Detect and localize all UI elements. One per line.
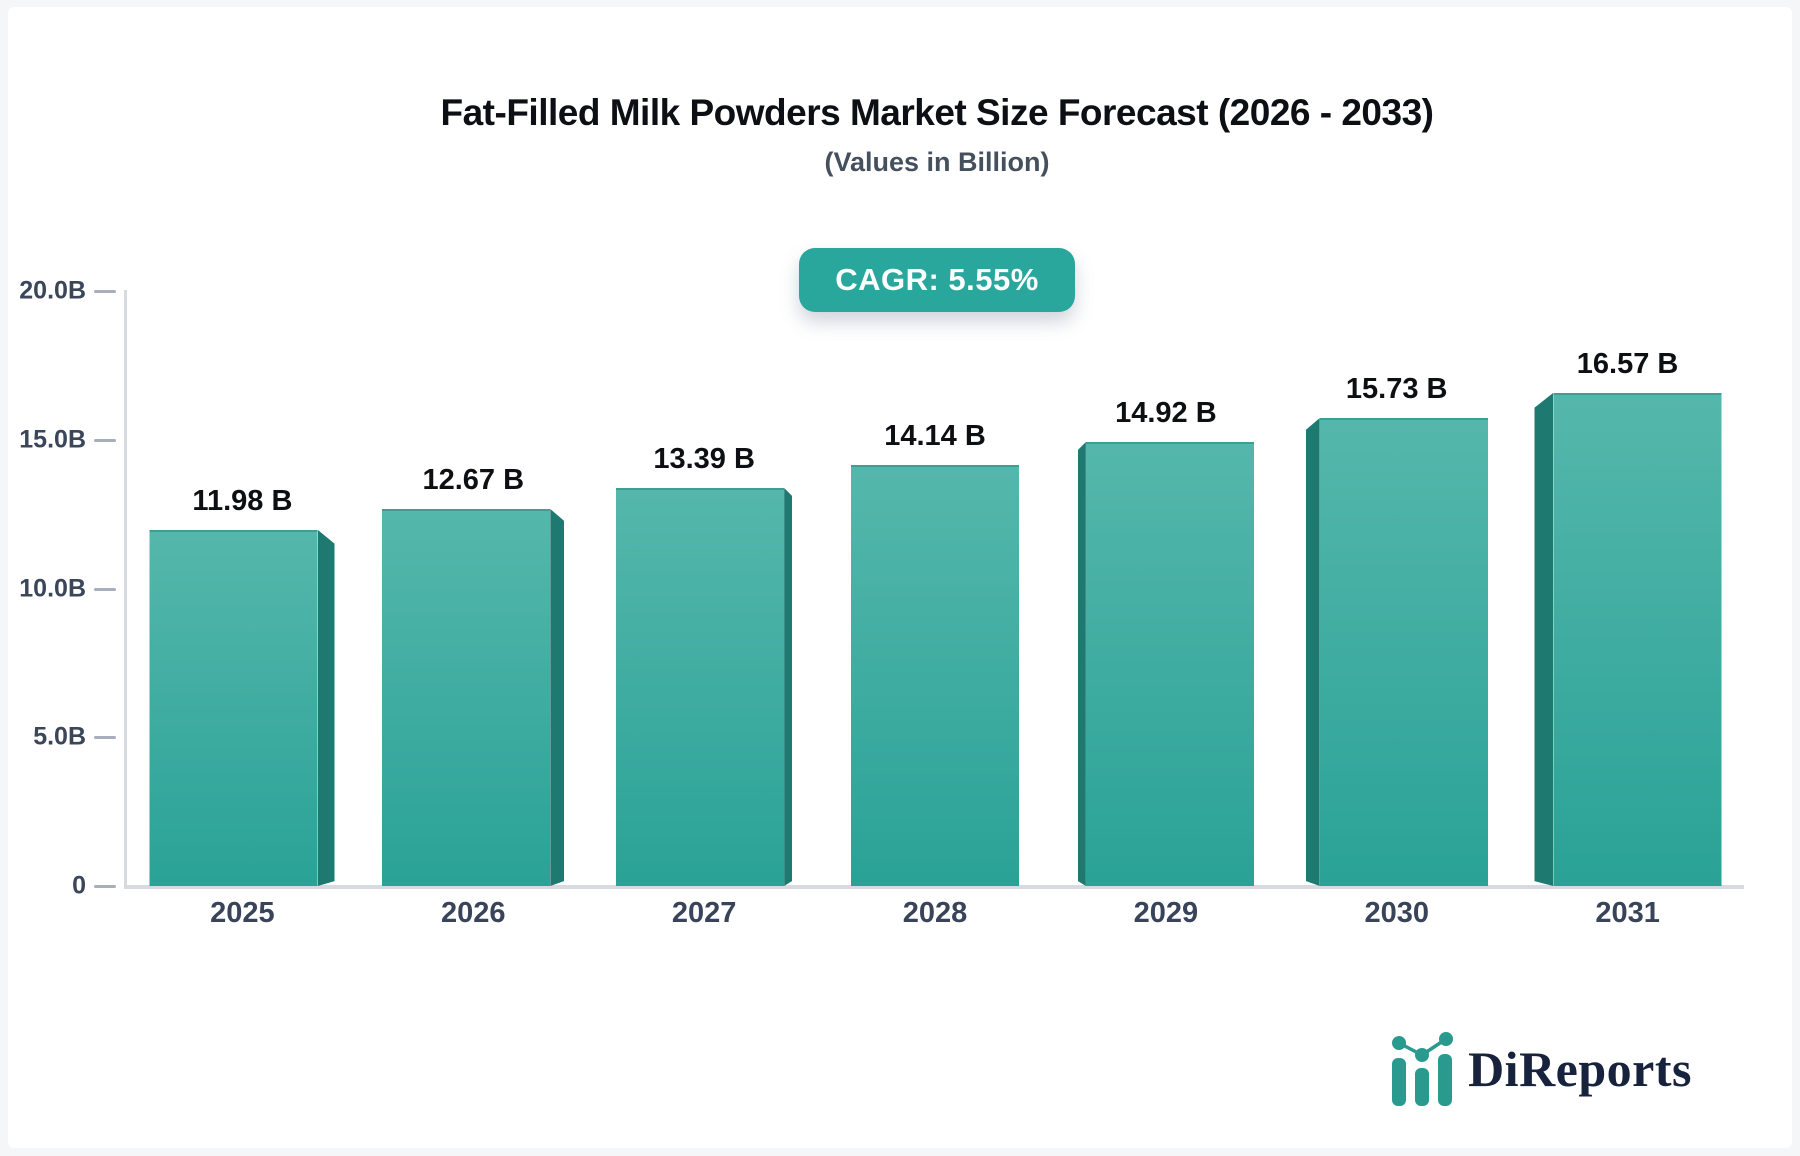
bar-value-label: 13.39 B: [653, 443, 755, 475]
plot-area: 11.98 B 12.67 B 13.39 B 14.14 B 14.92 B 15.73…: [127, 291, 1743, 886]
bar-2025: [149, 530, 335, 886]
bar-face: [851, 465, 1019, 886]
y-axis-tick-mark: [94, 587, 116, 591]
y-axis-tick-label: 15.0B: [19, 425, 86, 454]
bar-slot: 13.39 B: [589, 291, 820, 886]
bar-value-label: 15.73 B: [1345, 373, 1448, 405]
bar-side-panel: [784, 488, 792, 886]
bar-face: [1319, 418, 1488, 886]
y-axis-tick-mark: [94, 290, 116, 293]
y-axis-tick-mark: [94, 438, 116, 442]
bar-slot: 15.73 B: [1281, 291, 1512, 886]
y-axis-tick-label: 0: [72, 871, 86, 900]
bar-value-label: 14.92 B: [1115, 397, 1217, 429]
bar-slot: 12.67 B: [358, 291, 589, 886]
bar-slot: 16.57 B: [1512, 291, 1743, 886]
y-axis-tick-mark: [94, 736, 116, 740]
bar-slot: 14.92 B: [1050, 291, 1281, 886]
bar-2029: [1078, 442, 1254, 886]
chart-title: Fat-Filled Milk Powders Market Size Fore…: [440, 92, 1434, 133]
bar-value-label: 11.98 B: [192, 485, 293, 517]
bar-2027: [616, 488, 792, 886]
x-axis-label-2027: 2027: [671, 897, 737, 929]
y-axis-tick-label: 20.0B: [19, 276, 86, 305]
direports-logo: DiReports: [1390, 1030, 1692, 1108]
bar-face: [1553, 393, 1722, 886]
bar-face: [149, 530, 318, 886]
cagr-badge: CAGR: 5.55%: [799, 248, 1075, 312]
x-axis-label-2030: 2030: [1364, 897, 1429, 929]
x-axis-line: [124, 885, 1744, 889]
y-axis-line: [124, 290, 127, 888]
bar-face: [616, 488, 785, 886]
bar-value-label: 16.57 B: [1576, 348, 1679, 380]
bar-slot: 11.98 B: [127, 291, 358, 886]
bar-2031: [1534, 393, 1722, 886]
bar-side-panel: [1534, 393, 1553, 886]
x-axis-labels: 2025 2026 2027 2028 2029 2030 2031: [127, 897, 1743, 930]
x-axis-label-2029: 2029: [1133, 897, 1199, 929]
cagr-badge-band: CAGR: 5.55%: [130, 248, 1744, 312]
x-axis-label-2026: 2026: [441, 897, 506, 929]
bar-face: [1085, 442, 1254, 886]
x-axis-label-2031: 2031: [1595, 897, 1660, 929]
bar-face: [382, 509, 551, 886]
bar-2030: [1306, 418, 1488, 886]
bar-side-panel: [318, 530, 335, 886]
y-axis-tick-mark: [94, 885, 116, 888]
bar-side-panel: [1078, 442, 1086, 886]
bar-slot: 14.14 B: [820, 291, 1051, 886]
bar-value-label: 14.14 B: [884, 420, 986, 452]
x-axis-label-2028: 2028: [902, 897, 968, 929]
chart-bars-trend-logo-icon: [1392, 1032, 1454, 1106]
bar-2028: [851, 465, 1019, 886]
x-axis-label-2025: 2025: [210, 897, 275, 929]
chart-subtitle: (Values in Billion): [824, 147, 1050, 177]
y-axis-tick-label: 5.0B: [33, 722, 86, 751]
y-axis: 20.0B 15.0B 10.0B 5.0B 0: [0, 277, 124, 900]
bar-side-panel: [550, 509, 564, 886]
y-axis-tick-label: 10.0B: [19, 574, 86, 602]
logo-text: DiReports: [1468, 1041, 1692, 1097]
bar-2026: [382, 509, 564, 886]
bar-side-panel: [1306, 418, 1320, 886]
bar-value-label: 12.67 B: [422, 464, 525, 496]
